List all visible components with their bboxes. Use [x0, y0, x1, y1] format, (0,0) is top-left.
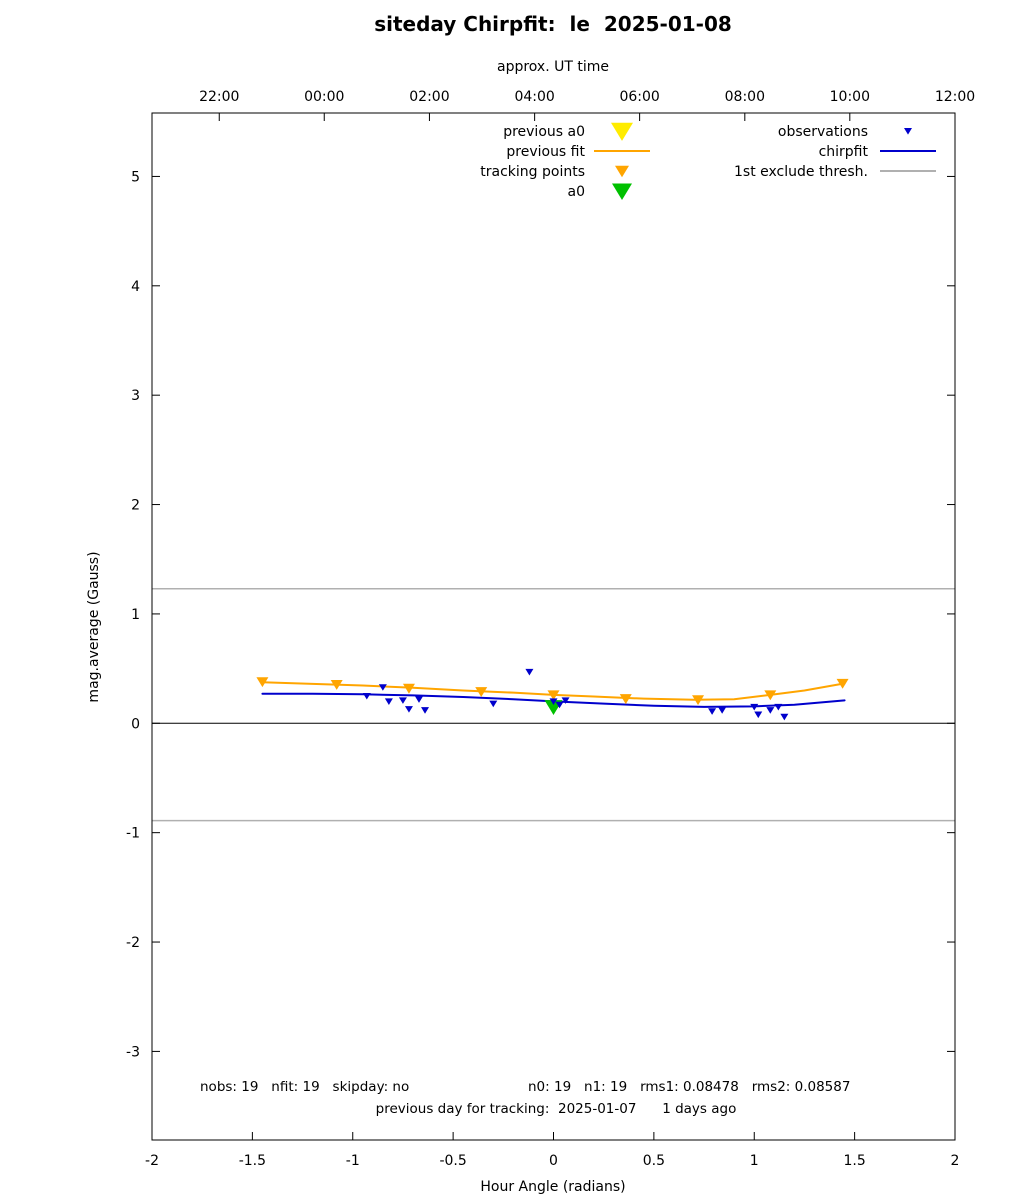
legend-label-exclude-thresh: 1st exclude thresh.	[734, 164, 868, 180]
top-tick-label: 22:00	[199, 89, 239, 105]
x-tick-label: -1	[346, 1153, 360, 1169]
chart-title: siteday Chirpfit: le 2025-01-08	[374, 12, 732, 36]
legend-marker-observations	[904, 128, 912, 135]
legend-label-a0: a0	[568, 184, 586, 200]
observation-marker	[525, 668, 534, 676]
plot-layer: -3 -2 -1 0 1 2 3 4 5 -2 -1.5 -1 -0.5 0 0.5 1 1.5 2 22:00 00…	[126, 89, 975, 1169]
legend-label-observations: observations	[778, 124, 868, 140]
observation-marker	[750, 703, 759, 711]
y-tick-label: 0	[131, 716, 140, 732]
top-axis-title: approx. UT time	[497, 59, 609, 75]
tracking-point-marker	[256, 677, 269, 688]
y-tick-label: 1	[131, 607, 140, 623]
stats-line-right: n0: 19 n1: 19 rms1: 0.08478 rms2: 0.0858…	[528, 1079, 850, 1095]
tracking-point-marker	[764, 690, 777, 701]
y-tick-label: 4	[131, 279, 140, 295]
top-tick-label: 12:00	[935, 89, 975, 105]
observation-marker	[398, 697, 407, 704]
top-tick-label: 04:00	[514, 89, 554, 105]
x-tick-label: -1.5	[239, 1153, 266, 1169]
legend-label-previous-a0: previous a0	[503, 124, 585, 140]
observation-marker	[774, 703, 783, 711]
tracking-point-marker	[475, 687, 488, 697]
top-tick-label: 08:00	[725, 89, 765, 105]
observation-marker	[561, 697, 570, 704]
observation-marker	[708, 708, 717, 715]
observation-marker	[489, 700, 498, 708]
observation-marker	[549, 698, 558, 706]
legend-label-tracking-points: tracking points	[480, 164, 585, 180]
tracking-note: previous day for tracking: 2025-01-07 1 …	[376, 1101, 737, 1117]
observation-marker	[414, 696, 423, 703]
y-axis-title: mag.average (Gauss)	[86, 551, 102, 702]
stats-line-left: nobs: 19 nfit: 19 skipday: no	[200, 1079, 409, 1095]
legend-marker-a0	[612, 183, 632, 200]
top-tick-label: 06:00	[619, 89, 659, 105]
observation-marker	[766, 707, 775, 714]
observation-marker	[404, 706, 413, 713]
x-tick-label: 2	[951, 1153, 960, 1169]
tracking-point-marker	[692, 695, 705, 706]
observation-marker	[718, 707, 727, 714]
tracking-point-marker	[330, 679, 343, 690]
x-tick-label: 0.5	[643, 1153, 665, 1169]
x-axis-title: Hour Angle (radians)	[480, 1179, 625, 1195]
legend-marker-tracking-points	[615, 165, 629, 178]
top-tick-label: 10:00	[830, 89, 870, 105]
y-tick-label: 5	[131, 169, 140, 185]
x-tick-label: 1.5	[843, 1153, 865, 1169]
top-tick-label: 00:00	[304, 89, 344, 105]
x-tick-label: -0.5	[439, 1153, 466, 1169]
y-tick-label: 2	[131, 498, 140, 514]
y-tick-label: -1	[126, 826, 140, 842]
x-tick-label: 1	[750, 1153, 759, 1169]
observation-marker	[378, 684, 387, 691]
y-tick-label: 3	[131, 388, 140, 404]
observation-marker	[780, 713, 789, 721]
y-tick-label: -2	[126, 935, 140, 951]
plot-border	[151, 112, 956, 1141]
top-tick-label: 02:00	[409, 89, 449, 105]
observation-marker	[362, 692, 371, 700]
legend-label-previous-fit: previous fit	[506, 144, 585, 160]
observation-marker	[754, 711, 763, 719]
tracking-point-marker	[547, 690, 560, 701]
y-tick-label: -3	[126, 1044, 140, 1060]
observation-marker	[555, 701, 564, 709]
tracking-point-marker	[836, 678, 849, 689]
observation-marker	[421, 707, 430, 714]
tracking-point-marker	[619, 694, 632, 705]
legend-label-chirpfit: chirpfit	[819, 144, 869, 160]
legend-marker-previous-a0	[611, 122, 633, 141]
previous-fit-line	[261, 681, 846, 701]
x-tick-label: -2	[145, 1153, 159, 1169]
tracking-point-marker	[402, 683, 415, 694]
x-tick-label: 0	[549, 1153, 558, 1169]
observation-marker	[384, 698, 393, 706]
